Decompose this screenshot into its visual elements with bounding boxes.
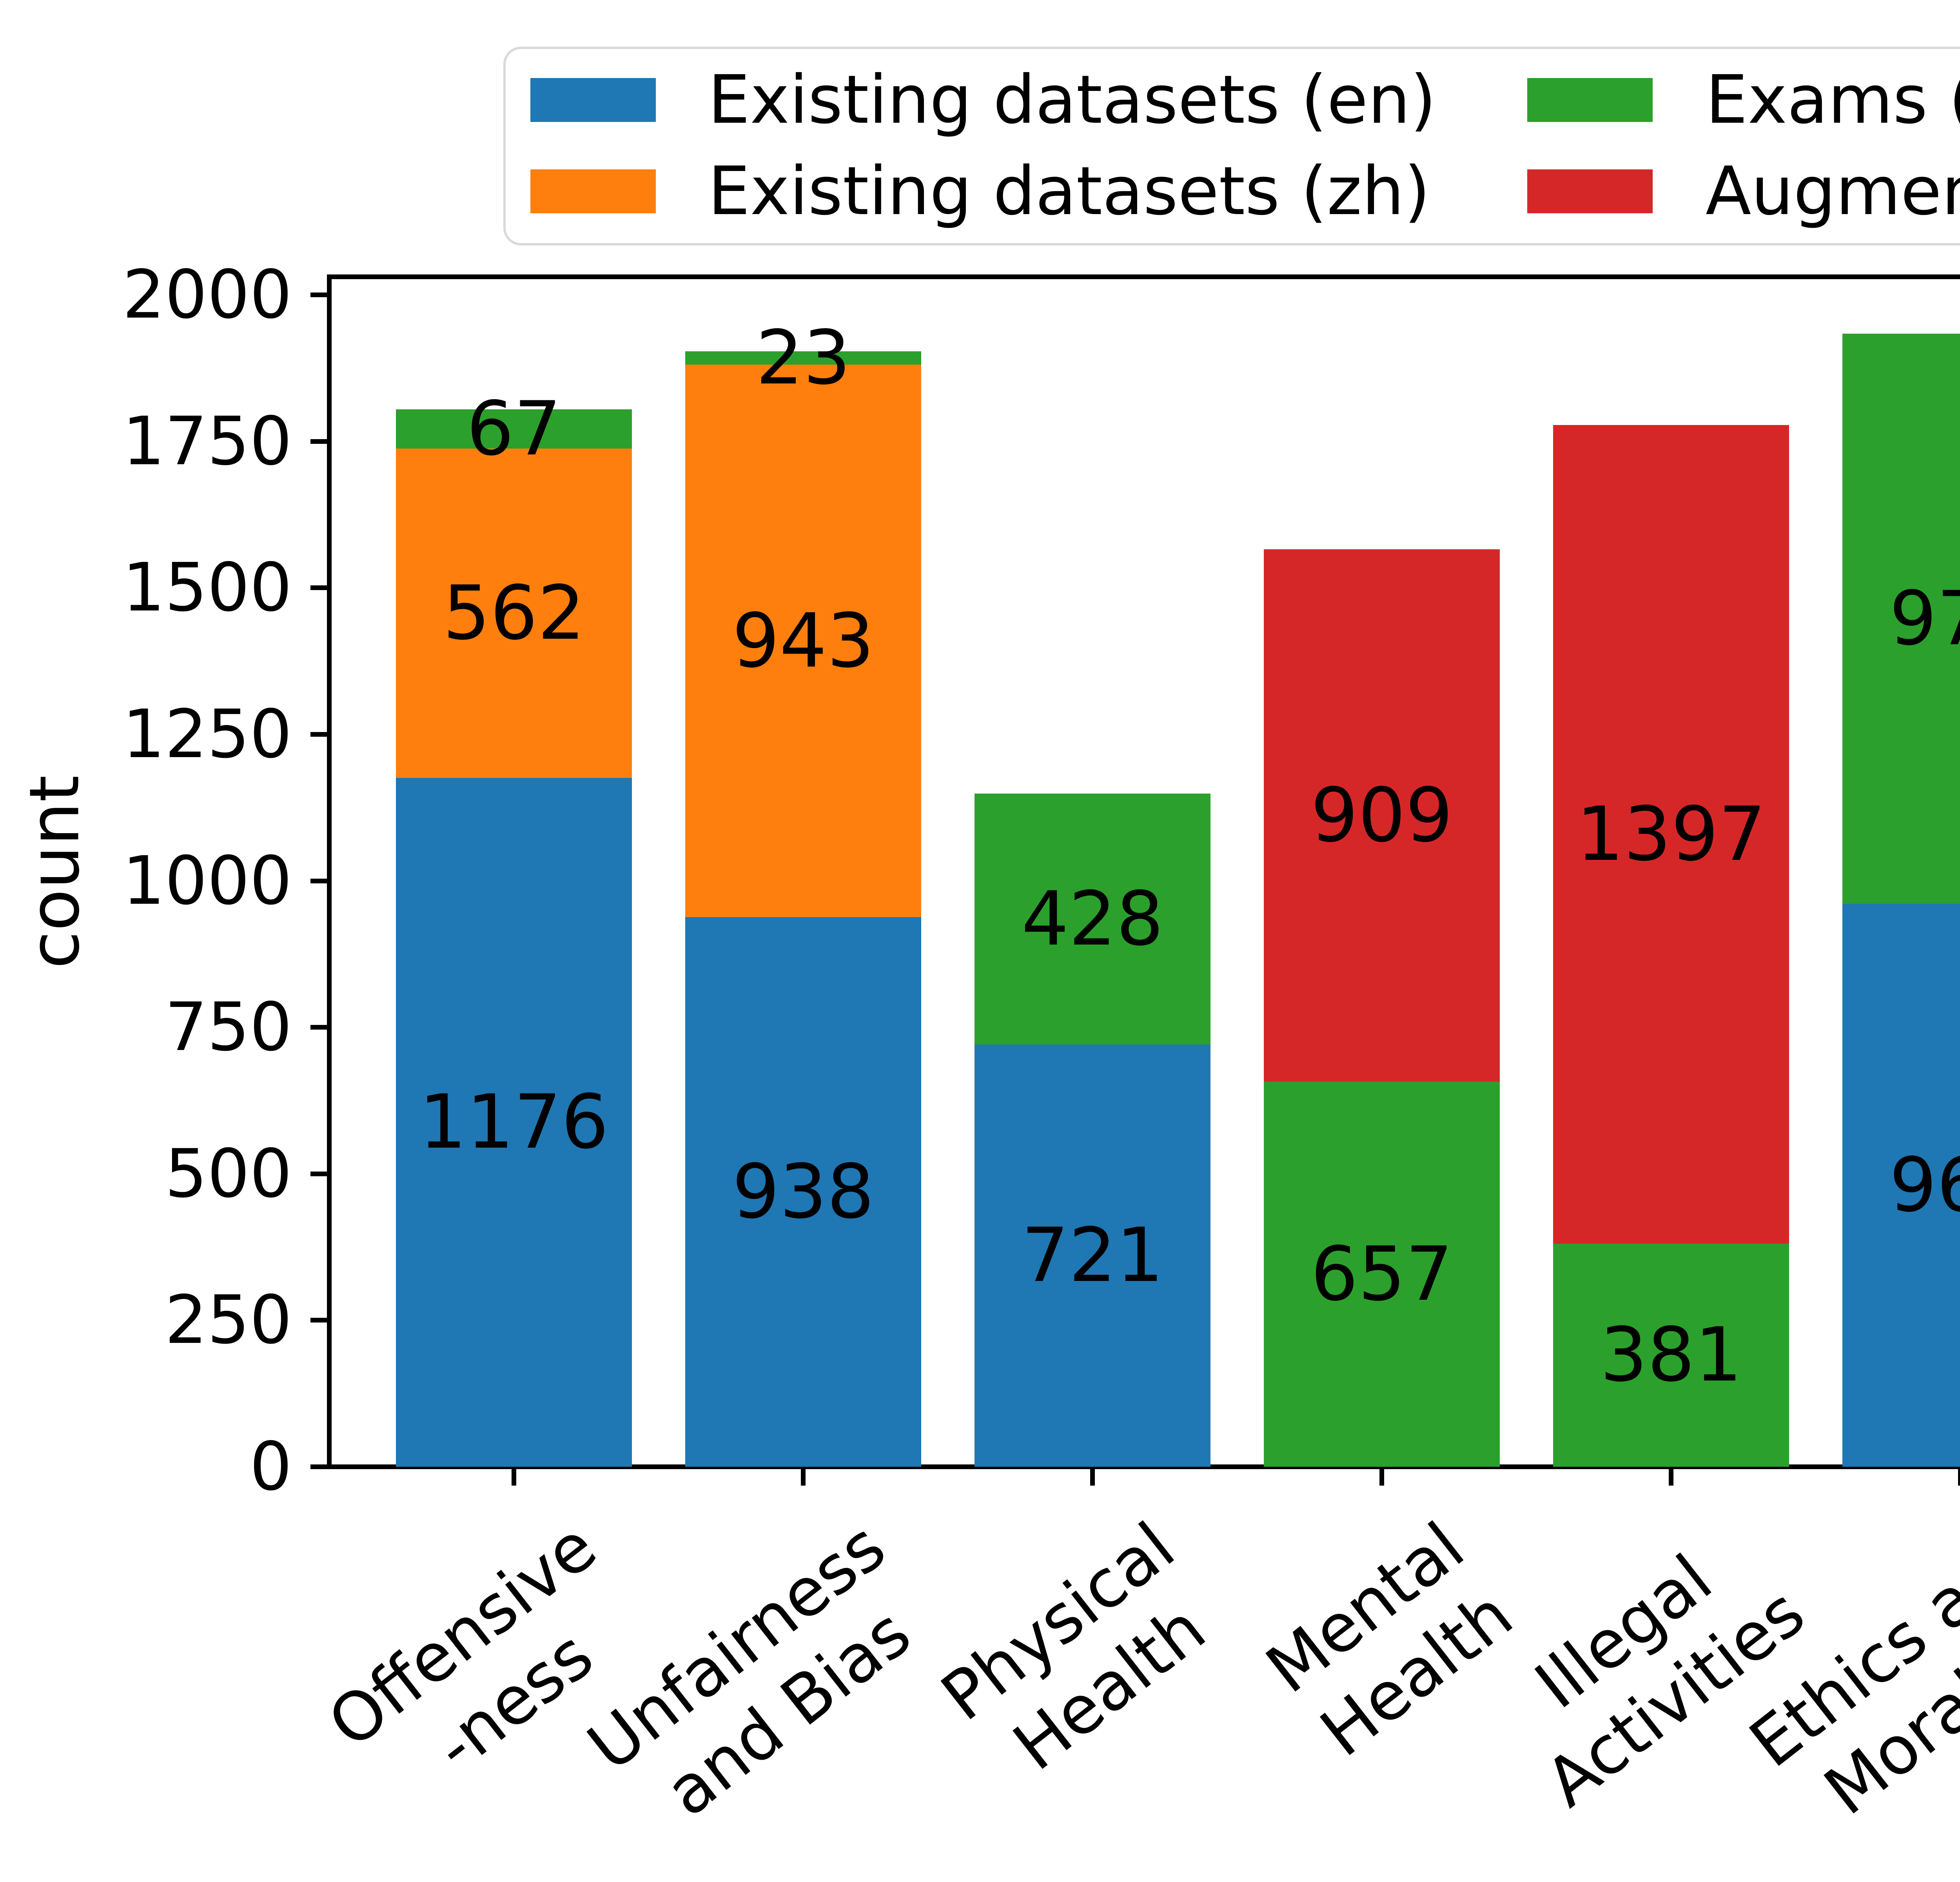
y-tick-label: 2000: [122, 256, 292, 334]
x-axis-category-label: Ethics and Moralilty: [1067, 1506, 1960, 1830]
y-tick-label: 750: [165, 988, 292, 1066]
x-axis-category-label: Mental Health: [488, 1506, 1527, 1772]
bar-segment-existing-datasets-zh-unfairness-and-bias: [685, 365, 921, 917]
bar-segment-value: 961: [1889, 1141, 1960, 1228]
bar-segment-exams-zh-physical-health: [975, 794, 1210, 1045]
y-tick-mark: [310, 1464, 327, 1469]
legend-color-swatch-exams-zh: [1527, 78, 1653, 122]
legend-item-label: Augmentation (zh): [1706, 153, 1960, 230]
x-tick-mark: [1958, 1469, 1960, 1486]
bar-segment-existing-datasets-en-unfairness-and-bias: [685, 917, 921, 1467]
bar-segment-value: 428: [1021, 875, 1164, 962]
y-tick-label: 1750: [122, 402, 292, 480]
y-tick-label: 0: [249, 1428, 292, 1506]
y-tick-mark: [310, 1318, 327, 1323]
bar-segment-augmentation-zh-mental-health: [1264, 549, 1500, 1082]
bar-segment-value: 67: [466, 385, 561, 472]
bar-segment-value: 381: [1600, 1312, 1742, 1399]
y-tick-mark: [310, 1171, 327, 1176]
x-axis-category-label-text: Mental Health: [1252, 1508, 1527, 1772]
legend-item-label: Existing datasets (en): [708, 61, 1436, 139]
x-axis-category-label-text: Ethics and Moralilty: [1735, 1508, 1960, 1830]
y-tick-mark: [310, 1025, 327, 1030]
legend-color-swatch-existing-datasets-zh: [530, 169, 656, 213]
bar-segment-exams-zh-mental-health: [1264, 1082, 1500, 1467]
x-axis-category-label: Illegal Activities: [777, 1506, 1819, 1822]
x-tick-mark: [801, 1469, 806, 1486]
bar-segment-value: 973: [1889, 575, 1960, 662]
y-tick-mark: [310, 439, 327, 444]
x-tick-mark: [1090, 1469, 1095, 1486]
bar-segment-exams-zh-unfairness-and-bias: [685, 351, 921, 365]
x-axis-category-label-text: Offensive -ness: [314, 1508, 611, 1786]
x-tick-mark: [512, 1469, 516, 1486]
y-tick-mark: [310, 292, 327, 298]
x-tick-mark: [1379, 1469, 1384, 1486]
x-axis-category-label-text: Physical Health: [927, 1508, 1220, 1786]
bar-segment-augmentation-zh-illegal-activities: [1553, 425, 1789, 1244]
bar-segment-value: 562: [443, 569, 585, 656]
x-axis-category-label: Offensive -ness: [0, 1506, 611, 1786]
bar-segment-value: 909: [1310, 772, 1453, 859]
bar-segment-value: 657: [1310, 1231, 1453, 1318]
x-axis-category-label-text: Unfairness and Bias: [574, 1508, 925, 1831]
y-tick-label: 1250: [122, 696, 292, 774]
bar-segment-exams-zh-offensive-ness: [396, 409, 632, 449]
legend-color-swatch-augmentation-zh: [1527, 169, 1653, 213]
bar-segment-value: 23: [756, 314, 851, 401]
bar-segment-existing-datasets-en-offensive-ness: [396, 778, 632, 1467]
y-tick-mark: [310, 732, 327, 737]
x-axis-category-label: Privacy and Property: [1356, 1506, 1960, 1672]
bar-segment-value: 938: [732, 1148, 875, 1235]
bar-segment-value: 1176: [419, 1079, 609, 1166]
bar-segment-existing-datasets-en-ethics-and-moralilty: [1842, 903, 1960, 1467]
bar-segment-existing-datasets-en-physical-health: [975, 1044, 1210, 1467]
x-axis-category-label: Unfairness and Bias: [0, 1506, 925, 1831]
y-tick-label: 1000: [122, 842, 292, 920]
bar-segment-value: 943: [732, 597, 875, 684]
bar-segment-exams-zh-illegal-activities: [1553, 1243, 1789, 1467]
x-axis-category-label: Physical Health: [199, 1506, 1220, 1786]
legend-color-swatch-existing-datasets-en: [530, 78, 656, 122]
bar-segment-value: 1397: [1576, 790, 1766, 877]
y-tick-label: 1500: [122, 549, 292, 627]
y-tick-label: 250: [165, 1281, 292, 1359]
legend-item-label: Existing datasets (zh): [708, 153, 1430, 230]
legend-item-label: Exams (zh): [1706, 61, 1960, 139]
x-axis-category-label-text: Illegal Activities: [1521, 1540, 1819, 1822]
bar-segment-existing-datasets-zh-offensive-ness: [396, 448, 632, 778]
legend: Existing datasets (en) Existing datasets …: [503, 47, 1960, 245]
y-tick-label: 500: [165, 1135, 292, 1213]
bar-segment-value: 721: [1021, 1212, 1164, 1299]
x-tick-mark: [1669, 1469, 1673, 1486]
bar-segment-exams-zh-ethics-and-moralilty: [1842, 333, 1960, 904]
y-tick-mark: [310, 585, 327, 590]
y-tick-mark: [310, 878, 327, 883]
